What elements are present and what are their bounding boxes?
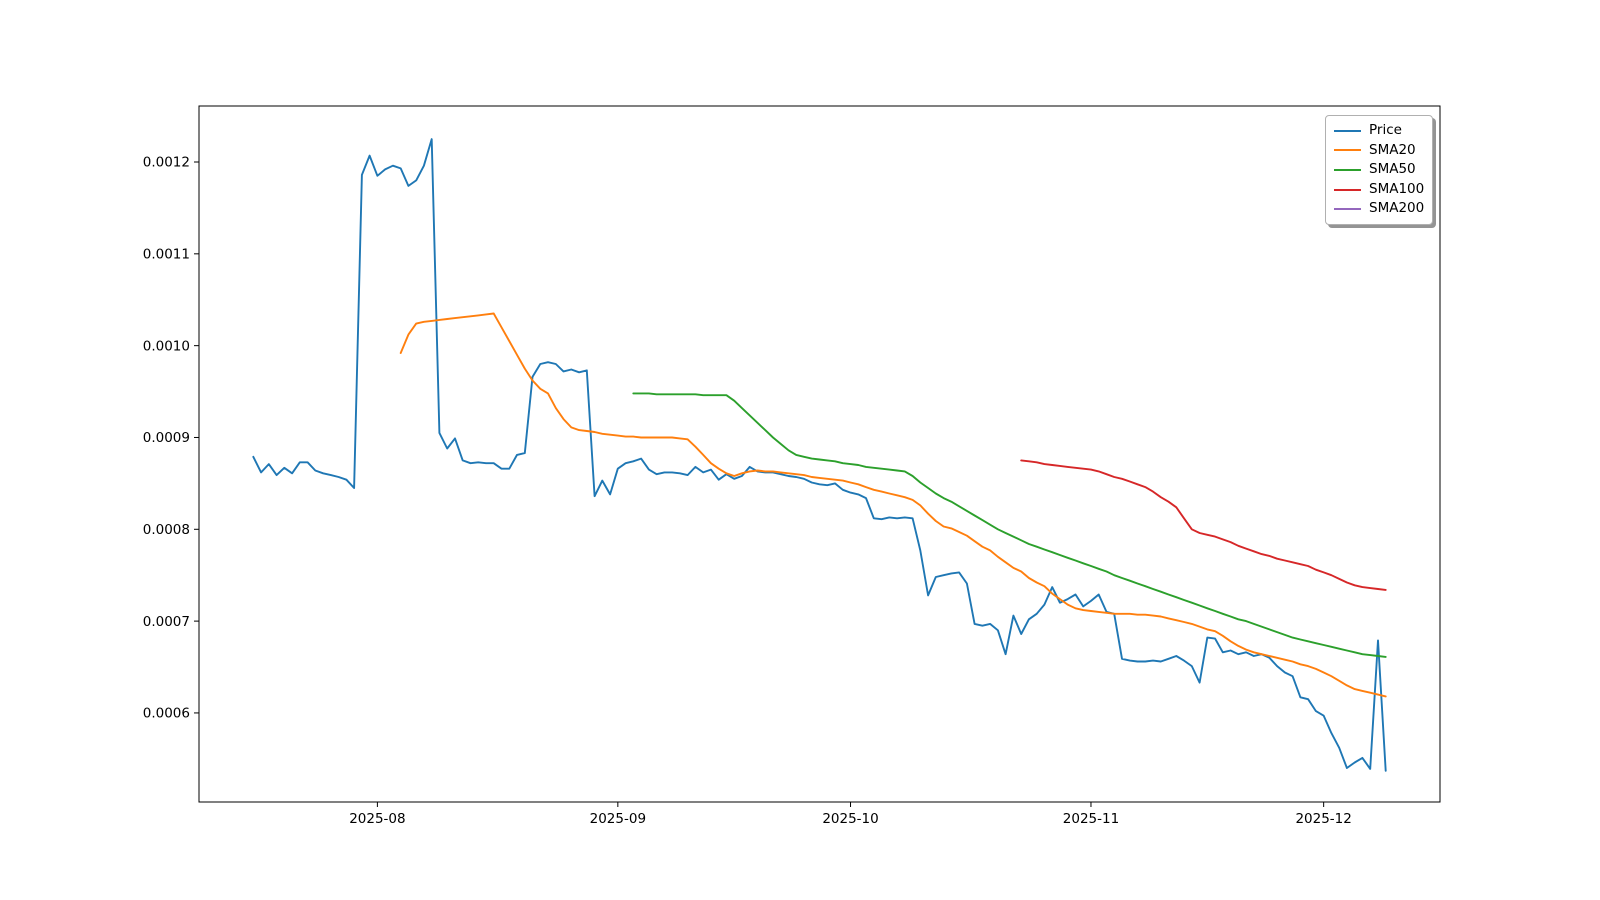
sma50-line <box>632 392 1387 658</box>
legend-swatch-sma100 <box>1334 188 1361 191</box>
y-axis-tick-label: 0.0011 <box>143 247 190 263</box>
legend-swatch-sma20 <box>1334 149 1361 152</box>
x-axis-tick-label: 2025-08 <box>349 811 405 827</box>
legend-swatch-price <box>1334 129 1361 132</box>
legend-label-sma200: SMA200 <box>1369 200 1425 217</box>
legend-label-sma20: SMA20 <box>1369 141 1416 158</box>
legend-entry-price: Price <box>1334 121 1424 141</box>
legend: Price SMA20 SMA50 SMA100 SMA200 <box>1325 115 1433 225</box>
legend-swatch-sma200 <box>1334 208 1361 211</box>
y-axis-tick-label: 0.0009 <box>143 430 190 446</box>
y-axis-tick-label: 0.0012 <box>143 155 190 171</box>
plot-border <box>198 105 1441 803</box>
x-axis-tick-label: 2025-11 <box>1063 811 1119 827</box>
x-axis-tick-label: 2025-12 <box>1295 811 1351 827</box>
legend-entry-sma200: SMA200 <box>1334 199 1424 219</box>
price-line <box>252 138 1387 772</box>
y-axis-tick-label: 0.0010 <box>143 338 190 354</box>
legend-label-price: Price <box>1369 122 1402 139</box>
y-axis-tick-label: 0.0008 <box>143 522 190 538</box>
legend-swatch-sma50 <box>1334 168 1361 171</box>
legend-entry-sma100: SMA100 <box>1334 180 1424 200</box>
sma20-line <box>399 312 1387 698</box>
legend-entry-sma50: SMA50 <box>1334 160 1424 180</box>
legend-label-sma100: SMA100 <box>1369 180 1425 197</box>
sma100-line <box>1020 459 1387 591</box>
legend-label-sma50: SMA50 <box>1369 161 1416 178</box>
y-axis-tick-label: 0.0006 <box>143 706 190 722</box>
x-axis-tick-label: 2025-09 <box>590 811 646 827</box>
legend-entry-sma20: SMA20 <box>1334 141 1424 161</box>
y-axis-tick-label: 0.0007 <box>143 614 190 630</box>
x-axis-tick-label: 2025-10 <box>822 811 878 827</box>
